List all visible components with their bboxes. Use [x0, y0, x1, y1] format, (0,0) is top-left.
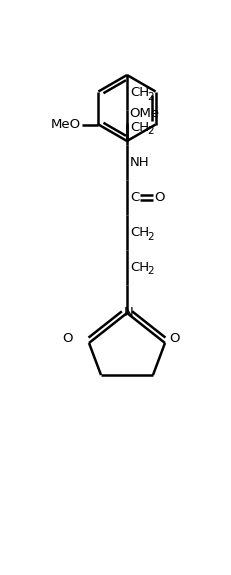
Text: CH: CH: [130, 226, 149, 239]
Text: O: O: [154, 191, 164, 204]
Text: OMe: OMe: [129, 107, 159, 120]
Text: CH: CH: [130, 121, 149, 134]
Text: CH: CH: [130, 86, 149, 99]
Text: CH: CH: [130, 261, 149, 274]
Text: O: O: [63, 332, 73, 346]
Text: 2: 2: [147, 91, 154, 102]
Text: MeO: MeO: [50, 118, 80, 131]
Text: 2: 2: [147, 126, 154, 136]
Text: 2: 2: [147, 232, 154, 242]
Text: N: N: [124, 306, 134, 320]
Text: 2: 2: [147, 266, 154, 277]
Text: NH: NH: [130, 156, 150, 169]
Text: O: O: [169, 332, 179, 346]
Text: C: C: [130, 191, 139, 204]
